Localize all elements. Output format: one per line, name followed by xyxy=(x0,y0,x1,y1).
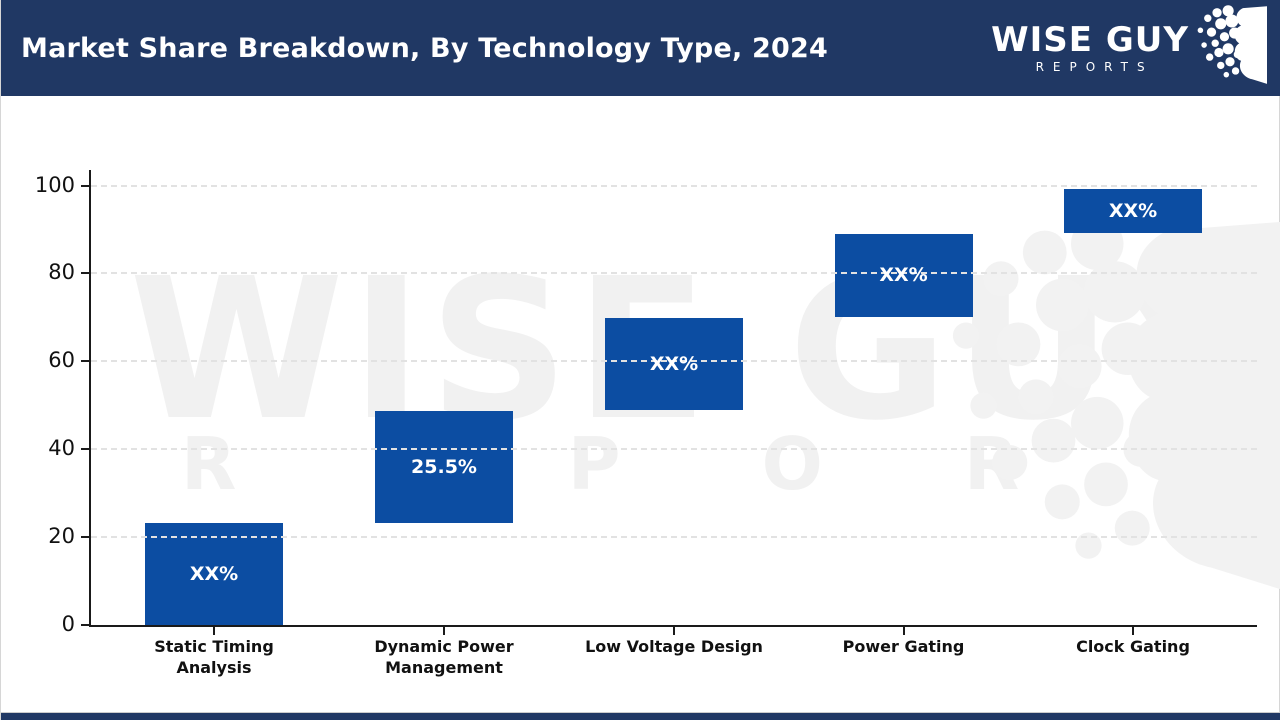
y-tick xyxy=(81,272,89,275)
plot-area: XX% 25.5% XX% XX% XX% 0 20 40 60 80 100 Static Timi… xyxy=(35,170,1257,677)
logo-text: WISE GUY REPORTS xyxy=(991,23,1189,74)
bar xyxy=(605,318,743,411)
y-tick xyxy=(81,624,89,626)
bar xyxy=(1064,188,1202,234)
x-tick-label: Static Timing Analysis xyxy=(154,637,274,677)
page-title: Market Share Breakdown, By Technology Ty… xyxy=(21,32,828,64)
x-tick-label: Power Gating xyxy=(842,637,965,656)
gridline xyxy=(91,272,1257,275)
y-tick xyxy=(81,536,89,539)
y-tick-label: 80 xyxy=(48,260,75,285)
y-tick-label: 0 xyxy=(61,612,75,636)
x-tick xyxy=(902,627,905,635)
y-tick xyxy=(81,184,89,187)
bar xyxy=(145,523,283,625)
gridline xyxy=(91,448,1257,451)
wise-guy-logo: WISE GUY REPORTS xyxy=(991,4,1267,92)
bar xyxy=(834,234,973,317)
x-tick-label: Clock Gating xyxy=(1076,637,1190,656)
y-tick xyxy=(81,360,89,363)
y-tick-label: 40 xyxy=(48,436,75,461)
x-tick-label: Dynamic Power Management xyxy=(374,637,514,677)
x-tick xyxy=(673,627,675,635)
x-tick xyxy=(1132,627,1134,635)
logo-sub-text: REPORTS xyxy=(1035,59,1154,74)
bar xyxy=(375,411,513,524)
x-tick-label: Low Voltage Design xyxy=(585,637,763,656)
y-tick xyxy=(81,448,89,451)
gridline xyxy=(91,184,1257,187)
footer-bar xyxy=(1,712,1280,720)
x-tick xyxy=(213,627,215,635)
y-tick-label: 60 xyxy=(48,348,75,373)
y-tick-label: 20 xyxy=(48,524,75,549)
y-tick-label: 100 xyxy=(34,172,75,197)
header-bar: Market Share Breakdown, By Technology Ty… xyxy=(1,0,1280,96)
x-tick xyxy=(443,627,445,635)
logo-face-icon xyxy=(1193,4,1267,92)
logo-brand-text: WISE GUY xyxy=(991,19,1189,60)
